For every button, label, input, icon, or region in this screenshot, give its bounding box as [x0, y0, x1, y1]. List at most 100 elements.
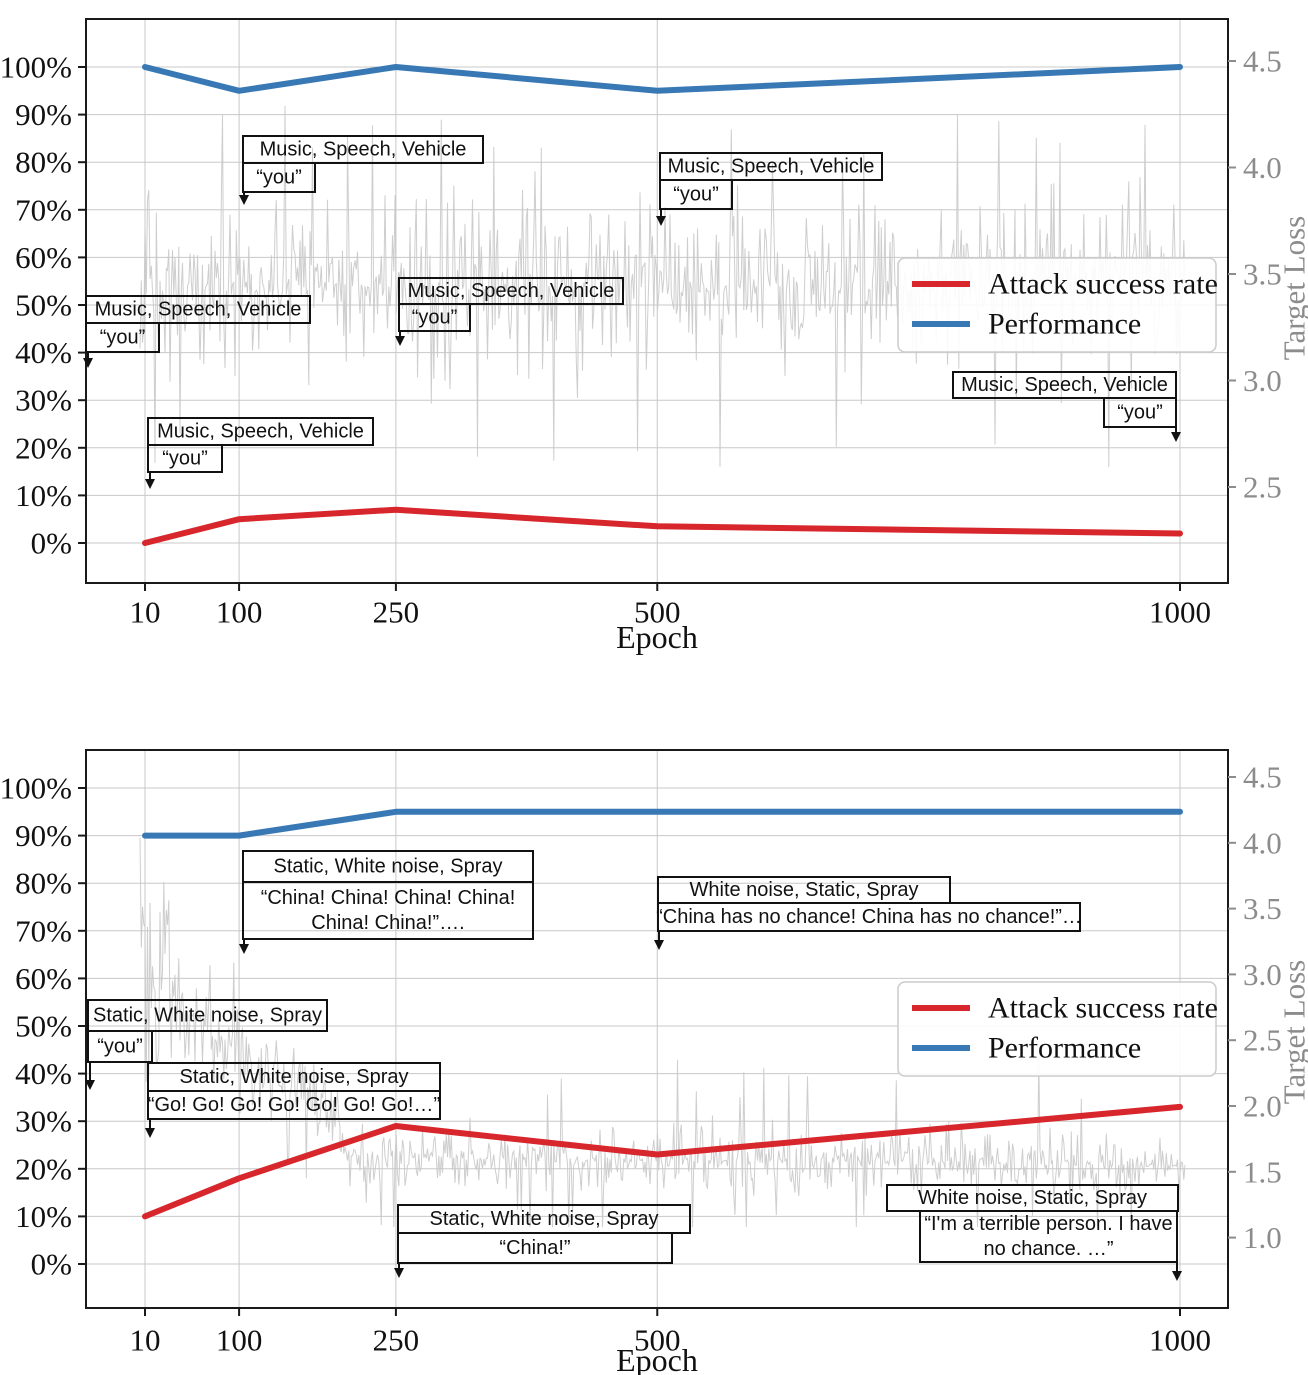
x-axis-title: Epoch [616, 619, 698, 655]
x-tick-label: 1000 [1149, 595, 1211, 630]
performance-line [142, 64, 1183, 94]
annotation-arrowhead [145, 1128, 155, 1138]
annotation-quote-box [919, 1210, 1178, 1263]
annotation-quote-box [398, 303, 471, 332]
annotation-3: Static, White noise, Spray “Go! Go! Go! G… [145, 1062, 441, 1138]
annotation-title: Music, Speech, Vehicle [408, 280, 615, 302]
left-tick-label: 40% [15, 1056, 72, 1091]
left-tick-label: 60% [15, 240, 72, 275]
x-tick-label: 100 [216, 595, 263, 630]
right-tick-label: 4.5 [1243, 760, 1282, 795]
left-axis: 100% 90% 80% 70% 60% 50% 40% 30% 20% 10% 0% [0, 771, 86, 1282]
annotation-quote-box [242, 162, 316, 193]
annotation-arrowhead [1171, 432, 1181, 442]
annotation-quote-box [87, 1030, 153, 1063]
right-tick-label: 1.0 [1243, 1220, 1282, 1255]
left-tick-label: 90% [15, 818, 72, 853]
left-tick-label: 30% [15, 1104, 72, 1139]
legend: Attack success rate Performance [897, 981, 1218, 1077]
top-chart: 100% 90% 80% 70% 60% 50% 40% 30% 20% 10% 0% 4.5 4.0 3… [0, 18, 1308, 655]
left-tick-label: 60% [15, 961, 72, 996]
annotation-quote: “you” [1117, 402, 1163, 424]
annotation-3: Music, Speech, Vehicle “you” [239, 135, 484, 205]
annotation-quote: “China!” [499, 1237, 570, 1259]
right-tick-label: 2.0 [1243, 1089, 1282, 1124]
left-tick-label: 30% [15, 383, 72, 418]
right-tick-label: 3.0 [1243, 957, 1282, 992]
left-tick-label: 80% [15, 145, 72, 180]
right-axis-title: Target Loss [1277, 960, 1308, 1104]
x-tick-label: 250 [373, 1323, 420, 1358]
legend-label: Performance [988, 1032, 1141, 1065]
bottom-axis: 10 100 250 500 1000 Epoch [130, 583, 1211, 655]
left-tick-label: 100% [0, 50, 72, 85]
annotation-4: Static, White noise, Spray “China!” [394, 1204, 691, 1278]
annotation-title: Static, White noise, Spray [274, 856, 503, 878]
x-tick-label: 500 [634, 1323, 681, 1358]
annotation-arrowhead [239, 195, 249, 205]
annotation-quote-box [397, 1232, 673, 1264]
annotation-arrowhead [656, 216, 666, 226]
grid [86, 750, 1228, 1308]
right-axis: 4.5 4.0 3.5 3.0 2.5 Target Loss [1228, 44, 1308, 505]
annotation-quote-box [1103, 397, 1177, 428]
annotation-quote: “you” [256, 167, 302, 189]
annotation-quote-box [147, 444, 223, 473]
annotation-quote-box [242, 881, 534, 940]
annotation-quote: “you” [412, 307, 458, 329]
annotation-arrowhead [239, 944, 249, 954]
right-tick-label: 1.5 [1243, 1154, 1282, 1189]
left-tick-label: 80% [15, 866, 72, 901]
annotation-title-box [147, 417, 374, 446]
annotation-4: Music, Speech, Vehicle “you” [395, 277, 624, 346]
annotation-title: Music, Speech, Vehicle [961, 374, 1168, 396]
annotation-title: White noise, Static, Spray [918, 1187, 1147, 1209]
annotation-title: Music, Speech, Vehicle [157, 421, 364, 443]
right-tick-label: 3.0 [1243, 363, 1282, 398]
annotation-quote: “I'm a terrible person. I have [924, 1213, 1172, 1235]
left-axis: 100% 90% 80% 70% 60% 50% 40% 30% 20% 10% 0% [0, 50, 86, 561]
annotation-5: Music, Speech, Vehicle “you” [656, 152, 883, 226]
annotation-title-box [242, 135, 484, 164]
annotation-title-box [85, 295, 311, 324]
annotation-title: White noise, Static, Spray [690, 879, 919, 901]
x-tick-label: 1000 [1149, 1323, 1211, 1358]
left-tick-label: 20% [15, 430, 72, 465]
right-axis-title: Target Loss [1277, 216, 1308, 360]
annotation-arrowhead [145, 479, 155, 489]
annotation-quote: “China! China! China! China! [261, 887, 516, 909]
annotation-quote-box [147, 1090, 441, 1120]
annotation-5: White noise, Static, Spray “China has no … [654, 876, 1082, 950]
x-tick-label: 100 [216, 1323, 263, 1358]
annotation-arrowhead [395, 336, 405, 346]
right-tick-label: 4.5 [1243, 44, 1282, 79]
annotation-quote-box [657, 902, 1081, 932]
x-tick-label: 10 [130, 595, 161, 630]
annotation-1: Music, Speech, Vehicle “you” [83, 295, 311, 368]
annotation-arrowhead [83, 358, 93, 368]
right-tick-label: 2.5 [1243, 470, 1282, 505]
right-tick-label: 4.0 [1243, 150, 1282, 185]
annotation-quote-box [85, 322, 160, 353]
annotation-arrowhead [1172, 1271, 1182, 1281]
annotation-title: Static, White noise, Spray [430, 1208, 659, 1230]
x-axis-title: Epoch [616, 1342, 698, 1375]
legend-label: Attack success rate [988, 992, 1218, 1025]
x-tick-label: 250 [373, 595, 420, 630]
x-tick-label: 10 [130, 1323, 161, 1358]
left-tick-label: 100% [0, 771, 72, 806]
x-tick-label: 500 [634, 595, 681, 630]
annotation-quote: “you” [673, 184, 719, 206]
legend-box [897, 257, 1217, 353]
annotation-title: Static, White noise, Spray [93, 1005, 322, 1027]
annotation-title-box [952, 371, 1177, 399]
annotation-arrowhead [394, 1268, 404, 1278]
annotation-arrowhead [85, 1080, 95, 1090]
left-tick-label: 10% [15, 1199, 72, 1234]
left-tick-label: 0% [31, 1247, 72, 1282]
left-tick-label: 50% [15, 288, 72, 323]
annotation-title: Music, Speech, Vehicle [668, 156, 875, 178]
right-axis: 4.5 4.0 3.5 3.0 2.5 2.0 1.5 1.0 Target Loss [1228, 760, 1308, 1255]
